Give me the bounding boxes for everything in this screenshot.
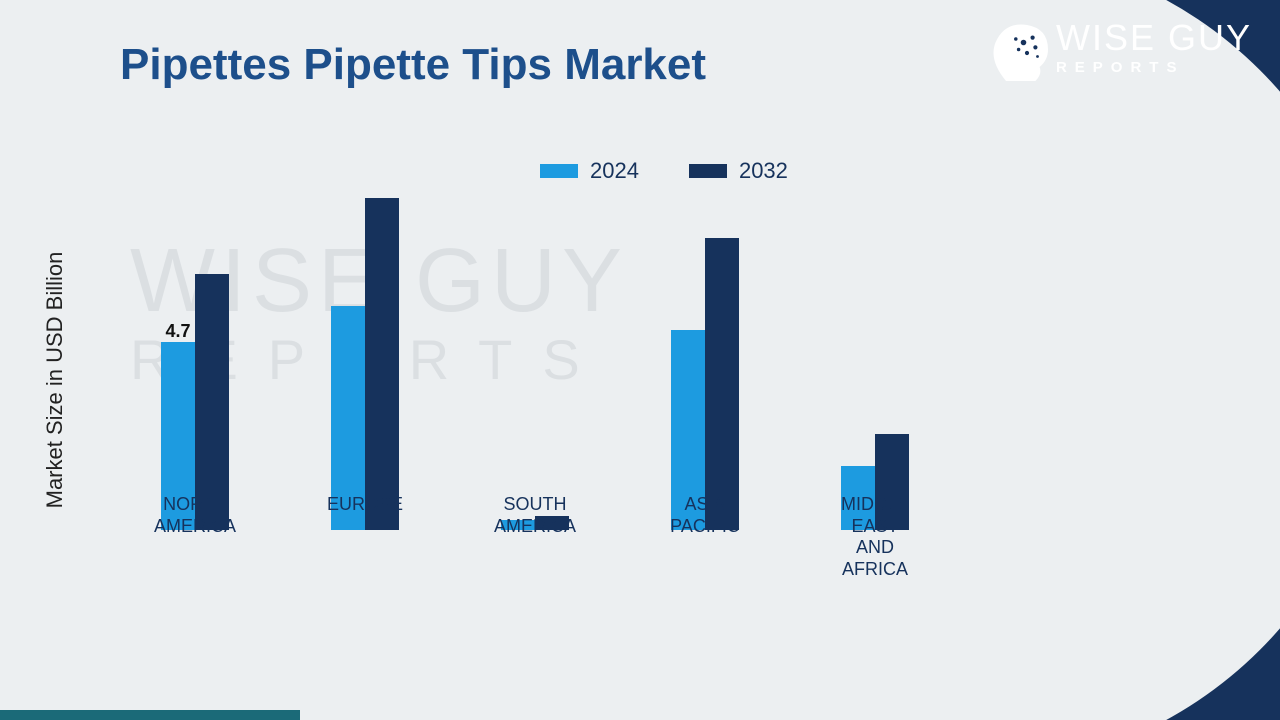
brand-head-icon bbox=[985, 18, 1055, 88]
plot-area bbox=[135, 170, 965, 530]
y-axis-label: Market Size in USD Billion bbox=[42, 252, 68, 509]
bar bbox=[365, 198, 399, 530]
brand-panel bbox=[960, 0, 1280, 720]
category-label: NORTHAMERICA bbox=[135, 494, 255, 537]
chart-title: Pipettes Pipette Tips Market bbox=[120, 40, 706, 90]
value-label: 4.7 bbox=[165, 321, 190, 342]
brand-logo: WISE GUY REPORTS bbox=[1056, 20, 1252, 75]
bottom-accent-strip bbox=[0, 710, 300, 720]
chart: Market Size in USD Billion NORTHAMERICAE… bbox=[95, 170, 965, 590]
bar bbox=[705, 238, 739, 530]
x-axis-labels: NORTHAMERICA EUROPE SOUTHAMERICA ASIAPACIFI… bbox=[135, 494, 965, 594]
category-label: SOUTHAMERICA bbox=[475, 494, 595, 537]
bar bbox=[195, 274, 229, 530]
brand-line1: WISE GUY bbox=[1056, 20, 1252, 56]
category-label: EUROPE bbox=[305, 494, 425, 516]
brand-line2: REPORTS bbox=[1056, 60, 1252, 75]
category-label: ASIAPACIFIC bbox=[645, 494, 765, 537]
stage: WISE GUY REPORTS WISE GUY REPORTS Pipett… bbox=[0, 0, 1280, 720]
category-label: MIDDLEEASTANDAFRICA bbox=[815, 494, 935, 580]
